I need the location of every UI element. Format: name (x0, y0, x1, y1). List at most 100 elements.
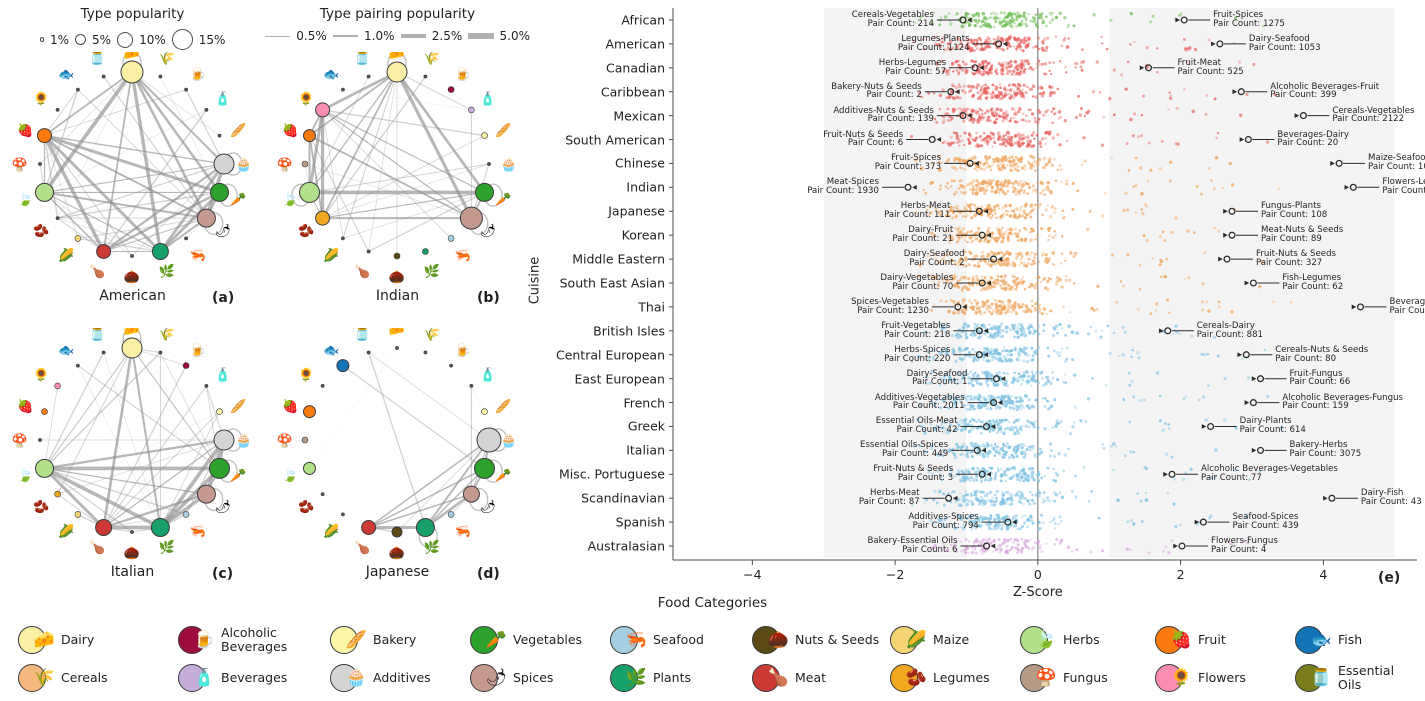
network-node[interactable]: Fruit (41, 408, 48, 415)
scatter-point (1019, 258, 1023, 261)
network-node[interactable]: Additives (476, 427, 502, 453)
network-node[interactable]: Legumes (54, 490, 61, 498)
network-node[interactable]: Seafood (184, 236, 189, 241)
network-node[interactable]: Fish (76, 87, 80, 92)
food-category-legend-item: 🧁 Additives (330, 663, 431, 693)
network-node[interactable]: Dairy (395, 346, 399, 350)
scatter-point (1016, 255, 1019, 258)
scatter-point (960, 275, 964, 279)
network-node[interactable]: Seafood (182, 511, 190, 518)
network-node[interactable]: Alcoholic Beverages (447, 86, 455, 93)
network-node[interactable]: Fish (336, 359, 350, 373)
network-node[interactable]: Essential Oils (366, 350, 371, 355)
network-node[interactable]: Nuts & Seeds (130, 254, 134, 258)
scatter-point (1060, 347, 1064, 351)
scatter-point (1132, 185, 1136, 189)
network-node[interactable]: Bakery (216, 408, 223, 415)
network-node[interactable]: Cereals (423, 350, 428, 355)
scatter-point (990, 444, 993, 447)
network-node[interactable]: Beverages (469, 384, 474, 388)
network-node[interactable]: Herbs (303, 461, 316, 475)
network-node[interactable]: Plants (150, 518, 170, 537)
network-node[interactable]: Flowers (55, 108, 60, 112)
scatter-point (985, 371, 989, 376)
network-node[interactable]: Vegetables (474, 457, 495, 479)
network-node[interactable]: Seafood (447, 235, 455, 242)
network-node[interactable]: Nuts & Seeds (130, 530, 134, 534)
network-node[interactable]: Spices (459, 206, 483, 230)
network-node[interactable]: Fruit (303, 405, 316, 419)
network-node[interactable]: Bakery (481, 132, 488, 139)
network-node[interactable]: Vegetables (210, 182, 229, 202)
network-node[interactable]: Essential Oils (366, 74, 371, 79)
network-node-icon: 🍺 (455, 65, 471, 82)
network-node[interactable]: Fungus (301, 436, 309, 444)
network-node[interactable]: Seafood (447, 511, 455, 518)
scatter-point (977, 306, 981, 310)
network-node[interactable]: Meat (361, 520, 377, 535)
scatter-point (1061, 209, 1065, 213)
network-node[interactable]: Herbs (299, 181, 320, 203)
network-node[interactable]: Flowers (315, 102, 331, 118)
network-node[interactable]: Flowers (54, 382, 61, 390)
network-node[interactable]: Fruit (37, 128, 52, 144)
network-node[interactable]: Additives (213, 153, 235, 175)
network-node[interactable]: Legumes (315, 210, 331, 226)
network-node[interactable]: Beverages (204, 384, 209, 388)
network-node[interactable]: Beverages (204, 108, 209, 112)
network-node[interactable]: Additives (213, 429, 235, 451)
network-node[interactable]: Dairy (121, 337, 143, 359)
network-node[interactable]: Plants (422, 248, 429, 255)
network-node[interactable]: Fruit (303, 129, 316, 143)
network-node[interactable]: Nuts & Seeds (391, 526, 403, 538)
network-node[interactable]: Additives (487, 162, 491, 166)
network-node[interactable]: Plants (415, 518, 435, 537)
scatter-point (989, 498, 994, 503)
network-node[interactable]: Cereals (158, 74, 163, 79)
network-node[interactable]: Spices (196, 208, 216, 228)
network-node[interactable]: Legumes (55, 216, 60, 221)
network-node[interactable]: Dairy (386, 61, 408, 83)
network-node[interactable]: Maize (74, 235, 82, 242)
network-node[interactable]: Maize (341, 512, 345, 517)
network-node[interactable]: Herbs (35, 182, 54, 202)
network-node[interactable]: Meat (96, 244, 112, 259)
scatter-point (967, 277, 971, 281)
network-node[interactable]: Meat (95, 519, 113, 536)
network-node[interactable]: Bakery (481, 408, 488, 415)
network-node[interactable]: Flowers (320, 384, 325, 388)
network-node[interactable]: Essential Oils (101, 74, 106, 79)
network-node[interactable]: Alcoholic Beverages (449, 363, 454, 368)
food-category-legend-item: 🍓 Fruit (1155, 625, 1226, 655)
network-node[interactable]: Fungus (38, 438, 42, 442)
network-node[interactable]: Vegetables (209, 457, 230, 479)
network-node[interactable]: Dairy (120, 60, 144, 84)
network-node[interactable]: Fish (341, 87, 345, 92)
network-node[interactable]: Bakery (217, 133, 222, 138)
network-node[interactable]: Fish (76, 363, 80, 368)
network-node-icon: 🍺 (190, 341, 206, 358)
food-category-legend-item: 🌽 Maize (890, 625, 969, 655)
network-node[interactable]: Spices (196, 484, 216, 504)
scatter-point (1007, 65, 1011, 69)
network-node[interactable]: Beverages (468, 106, 475, 114)
scatter-point (990, 379, 993, 382)
scatter-point (1042, 329, 1046, 333)
network-node[interactable]: Fungus (38, 162, 42, 166)
network-node[interactable]: Vegetables (475, 182, 494, 202)
network-node[interactable]: Plants (151, 243, 169, 260)
network-node[interactable]: Essential Oils (101, 350, 106, 355)
network-node[interactable]: Fungus (301, 160, 309, 168)
network-node[interactable]: Nuts & Seeds (393, 252, 401, 260)
network-node[interactable]: Maize (74, 511, 82, 518)
scatter-point (965, 264, 968, 267)
network-node[interactable]: Maize (341, 236, 345, 241)
network-node[interactable]: Cereals (158, 350, 163, 355)
network-node[interactable]: Meat (366, 249, 371, 254)
network-node[interactable]: Alcoholic Beverages (184, 87, 189, 92)
network-node[interactable]: Alcoholic Beverages (182, 362, 190, 369)
network-node[interactable]: Spices (462, 485, 480, 503)
network-node[interactable]: Legumes (320, 492, 325, 497)
network-node[interactable]: Herbs (35, 458, 54, 478)
network-node[interactable]: Cereals (423, 74, 428, 79)
